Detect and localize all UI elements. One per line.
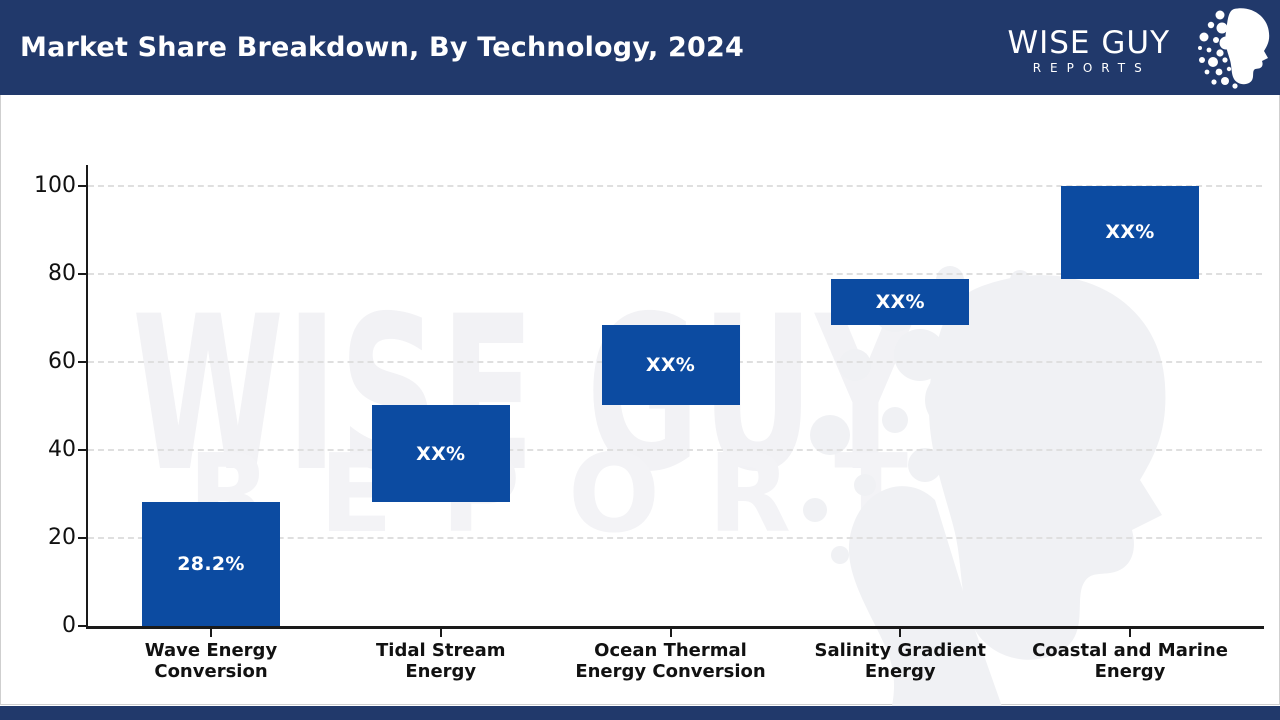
y-tick-mark xyxy=(78,625,87,627)
gridline-80 xyxy=(88,273,1262,275)
x-tick-mark xyxy=(439,629,442,637)
x-axis-label: Ocean Thermal Energy Conversion xyxy=(575,640,766,683)
y-tick-label: 40 xyxy=(48,437,76,462)
bar-1: 28.2% xyxy=(142,501,280,626)
logo-wordmark-sub: REPORTS xyxy=(1032,61,1151,76)
logo-wordmark: WISE GUY REPORTS xyxy=(1007,27,1170,76)
logo-wordmark-main: WISE GUY xyxy=(1007,24,1170,61)
gridline-40 xyxy=(88,449,1262,451)
watermark-wordmark: WISE GUY xyxy=(132,272,918,520)
bar-value-label: XX% xyxy=(416,442,466,465)
x-axis-label: Wave Energy Conversion xyxy=(144,640,278,683)
y-tick-label: 60 xyxy=(48,349,76,374)
gridline-100 xyxy=(88,185,1262,187)
x-axis-label: Coastal and Marine Energy xyxy=(1032,640,1228,683)
y-tick-mark xyxy=(78,185,87,187)
y-tick-mark xyxy=(78,537,87,539)
bar-2: XX% xyxy=(371,405,510,502)
logo-head-icon xyxy=(1198,8,1270,89)
bar-3: XX% xyxy=(601,324,740,406)
y-axis-line xyxy=(86,165,88,629)
y-tick-label: 80 xyxy=(48,261,76,286)
bar-4: XX% xyxy=(831,278,970,325)
x-axis-label: Tidal Stream Energy xyxy=(376,640,506,683)
page-title: Market Share Breakdown, By Technology, 2… xyxy=(20,32,745,63)
x-tick-mark xyxy=(669,629,672,637)
gridline-20 xyxy=(88,537,1262,539)
x-tick-mark xyxy=(899,629,902,637)
header-bar: Market Share Breakdown, By Technology, 2… xyxy=(0,0,1280,95)
bar-value-label: 28.2% xyxy=(177,552,245,575)
bar-value-label: XX% xyxy=(645,353,696,376)
x-axis-line xyxy=(86,626,1264,629)
bar-5: XX% xyxy=(1061,186,1199,279)
y-tick-mark xyxy=(78,449,87,451)
footer-bar xyxy=(0,706,1280,720)
x-tick-mark xyxy=(210,629,212,637)
x-axis-label: Salinity Gradient Energy xyxy=(814,640,987,683)
y-tick-label: 0 xyxy=(62,613,76,638)
y-tick-mark xyxy=(78,273,87,275)
bar-value-label: XX% xyxy=(875,290,925,313)
brand-logo: WISE GUY REPORTS xyxy=(1007,6,1272,90)
y-tick-mark xyxy=(78,361,87,363)
y-tick-label: 20 xyxy=(48,525,76,550)
x-tick-mark xyxy=(1129,629,1131,637)
y-tick-label: 100 xyxy=(34,173,76,198)
bar-value-label: XX% xyxy=(1105,221,1155,244)
